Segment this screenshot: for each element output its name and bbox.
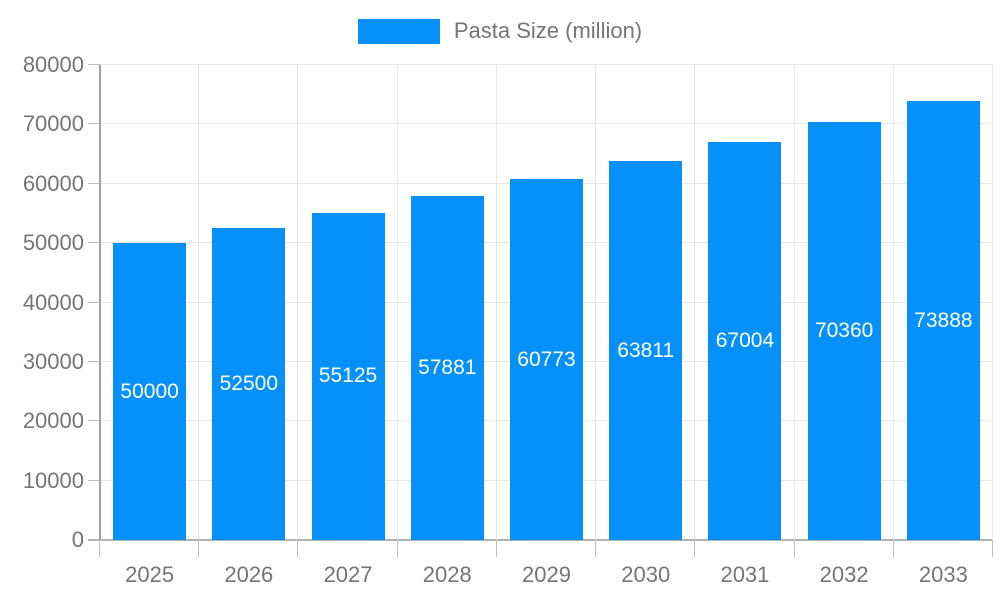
y-axis-tick [88,360,100,362]
y-axis-tick-label: 30000 [22,348,84,374]
x-axis-tick-label: 2027 [323,562,373,587]
v-gridline [992,65,993,540]
v-gridline [892,65,894,540]
y-axis-tick-label: 60000 [22,170,84,196]
x-axis-tick [297,540,299,557]
y-axis-tick [88,182,100,184]
bar-2032[interactable] [807,122,881,540]
bar-2027[interactable] [311,212,385,540]
h-gridline [100,64,993,65]
y-axis-tick [88,479,100,481]
y-axis-tick [88,242,100,244]
x-axis-tick [396,540,398,557]
x-axis-tick [495,540,497,557]
bar-2026[interactable] [212,228,286,540]
bar-2029[interactable] [510,179,583,540]
y-axis-tick-label: 10000 [22,467,84,493]
zero-gridline [100,539,993,541]
bar-value-label: 67004 [715,329,775,353]
x-axis-tick-label: 2026 [224,562,274,587]
x-axis-tick [793,540,795,557]
x-axis-tick-label: 2033 [918,562,968,587]
legend-swatch [357,18,440,44]
v-gridline [396,65,398,540]
x-axis-tick-label: 2028 [422,562,472,587]
h-gridline [100,123,993,125]
x-axis-tick-label: 2032 [819,562,869,587]
bar-value-label: 52500 [219,372,279,396]
y-axis-tick [88,64,100,65]
v-gridline [198,65,200,540]
y-axis-tick-label: 80000 [22,52,84,77]
x-axis-tick [198,540,200,557]
v-gridline [297,65,299,540]
v-gridline [793,65,795,540]
y-axis-tick-label: 40000 [22,289,84,315]
v-gridline [495,65,497,540]
x-axis-tick-label: 2031 [720,562,770,587]
v-gridline [595,65,597,540]
bar-2033[interactable] [906,101,980,540]
x-axis-tick [99,540,100,557]
x-axis-tick [595,540,597,557]
y-axis-tick [88,539,100,541]
x-axis-tick-label: 2030 [621,562,671,587]
legend[interactable]: Pasta Size (million) [0,17,1000,45]
y-axis-tick [88,123,100,125]
bar-value-label: 70360 [814,319,874,343]
bar-value-label: 55125 [318,364,378,388]
y-axis-tick [88,420,100,422]
x-axis-tick [694,540,696,557]
y-axis-tick [88,301,100,303]
x-axis-tick [892,540,894,557]
bar-2025[interactable] [113,243,187,540]
bar-value-label: 63811 [617,338,675,362]
y-axis-tick-label: 50000 [22,230,84,256]
bar-2028[interactable] [410,196,484,540]
x-axis-tick [992,540,993,557]
bar-2030[interactable] [609,161,683,540]
v-gridline [694,65,696,540]
y-axis-tick-label: 70000 [22,111,84,137]
y-axis-line [99,65,101,540]
bar-value-label: 50000 [120,379,179,403]
y-axis-tick-label: 0 [71,527,84,552]
bar-value-label: 60773 [517,347,576,371]
y-axis-tick-label: 20000 [22,408,84,434]
legend-label: Pasta Size (million) [453,18,643,43]
x-axis-tick-label: 2025 [125,562,175,587]
bar-2031[interactable] [708,142,782,540]
bar-value-label: 73888 [914,308,973,332]
bar-value-label: 57881 [418,356,477,380]
x-axis-tick-label: 2029 [522,562,571,587]
